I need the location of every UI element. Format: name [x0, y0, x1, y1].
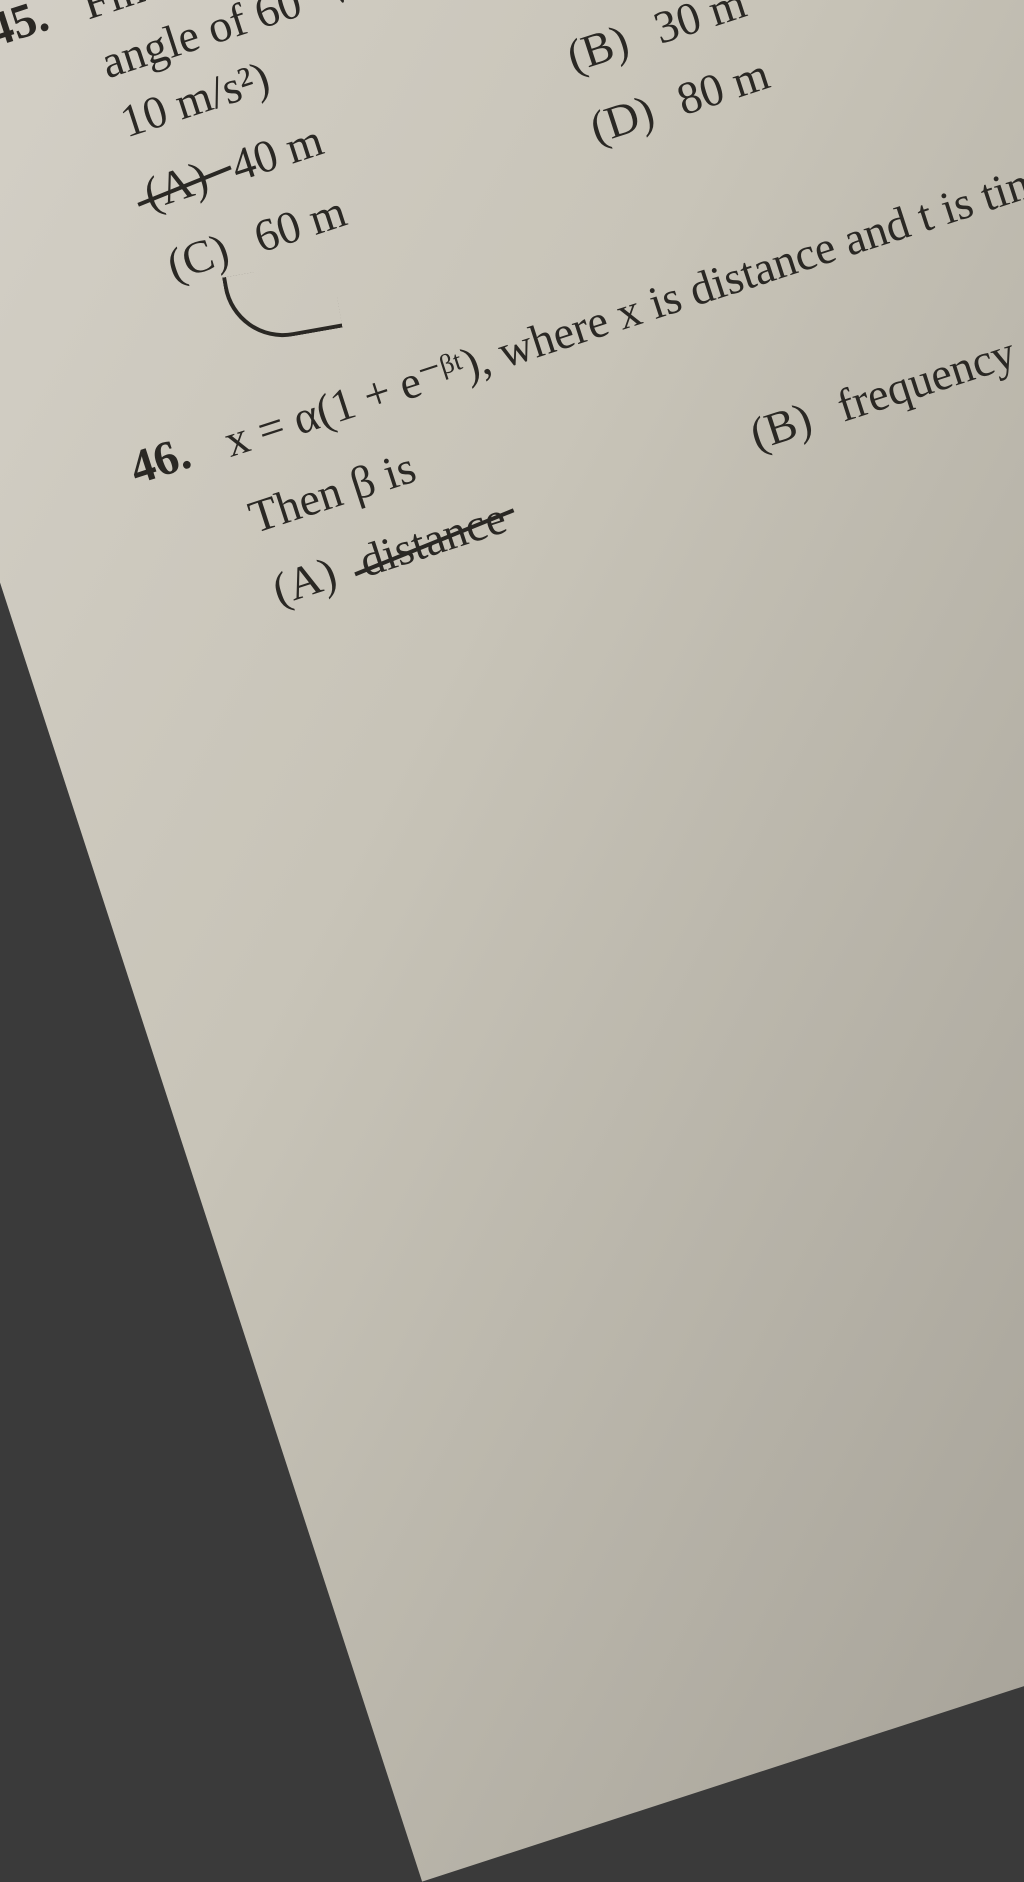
- question-number-45: 45.: [0, 0, 65, 58]
- option-value-45a: 40 m: [225, 114, 329, 191]
- pen-mark-icon: [222, 259, 342, 347]
- options-col-right-45: (B) 30 m (D) 80 m: [560, 0, 775, 154]
- option-value-45d: 80 m: [671, 48, 775, 125]
- option-value-45c: 60 m: [248, 185, 352, 262]
- option-label-46b: (B): [743, 386, 835, 461]
- option-value-45b: 30 m: [648, 0, 752, 54]
- option-label-45d: (D): [583, 79, 675, 154]
- exam-page: velocity. (C) Horizontal component of ve…: [0, 0, 1024, 1882]
- question-number-46: 46.: [123, 422, 207, 496]
- option-label-45a: (A): [137, 145, 229, 220]
- option-label-46a: (A): [266, 541, 358, 616]
- option-label-45b: (B): [560, 8, 652, 83]
